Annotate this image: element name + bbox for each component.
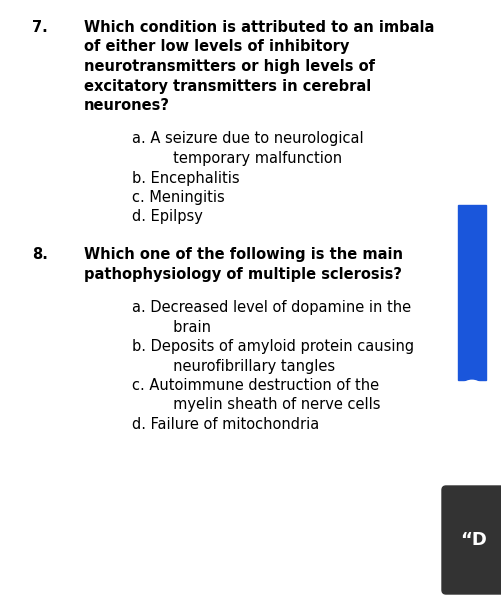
Text: c. Autoimmune destruction of the: c. Autoimmune destruction of the xyxy=(132,378,378,393)
Text: 8.: 8. xyxy=(32,247,48,262)
Text: d. Failure of mitochondria: d. Failure of mitochondria xyxy=(132,417,319,432)
Text: of either low levels of inhibitory: of either low levels of inhibitory xyxy=(84,40,349,55)
Text: Which one of the following is the main: Which one of the following is the main xyxy=(84,247,402,262)
Text: pathophysiology of multiple sclerosis?: pathophysiology of multiple sclerosis? xyxy=(84,266,401,281)
Text: 7.: 7. xyxy=(32,20,48,35)
Text: neurotransmitters or high levels of: neurotransmitters or high levels of xyxy=(84,59,374,74)
Text: a. Decreased level of dopamine in the: a. Decreased level of dopamine in the xyxy=(132,300,410,315)
Text: b. Encephalitis: b. Encephalitis xyxy=(132,170,239,185)
Text: “D: “D xyxy=(459,531,486,549)
Text: brain: brain xyxy=(150,319,210,335)
Text: neurones?: neurones? xyxy=(84,98,170,113)
Text: temporary malfunction: temporary malfunction xyxy=(150,151,342,166)
Text: myelin sheath of nerve cells: myelin sheath of nerve cells xyxy=(150,397,380,413)
FancyBboxPatch shape xyxy=(441,486,501,594)
Text: neurofibrillary tangles: neurofibrillary tangles xyxy=(150,358,335,373)
Text: d. Epilpsy: d. Epilpsy xyxy=(132,209,202,224)
Text: excitatory transmitters in cerebral: excitatory transmitters in cerebral xyxy=(84,79,371,94)
Text: c. Meningitis: c. Meningitis xyxy=(132,190,224,205)
Bar xyxy=(457,205,485,380)
Text: b. Deposits of amyloid protein causing: b. Deposits of amyloid protein causing xyxy=(132,339,413,354)
Text: Which condition is attributed to an imbala: Which condition is attributed to an imba… xyxy=(84,20,433,35)
Text: a. A seizure due to neurological: a. A seizure due to neurological xyxy=(132,131,363,146)
